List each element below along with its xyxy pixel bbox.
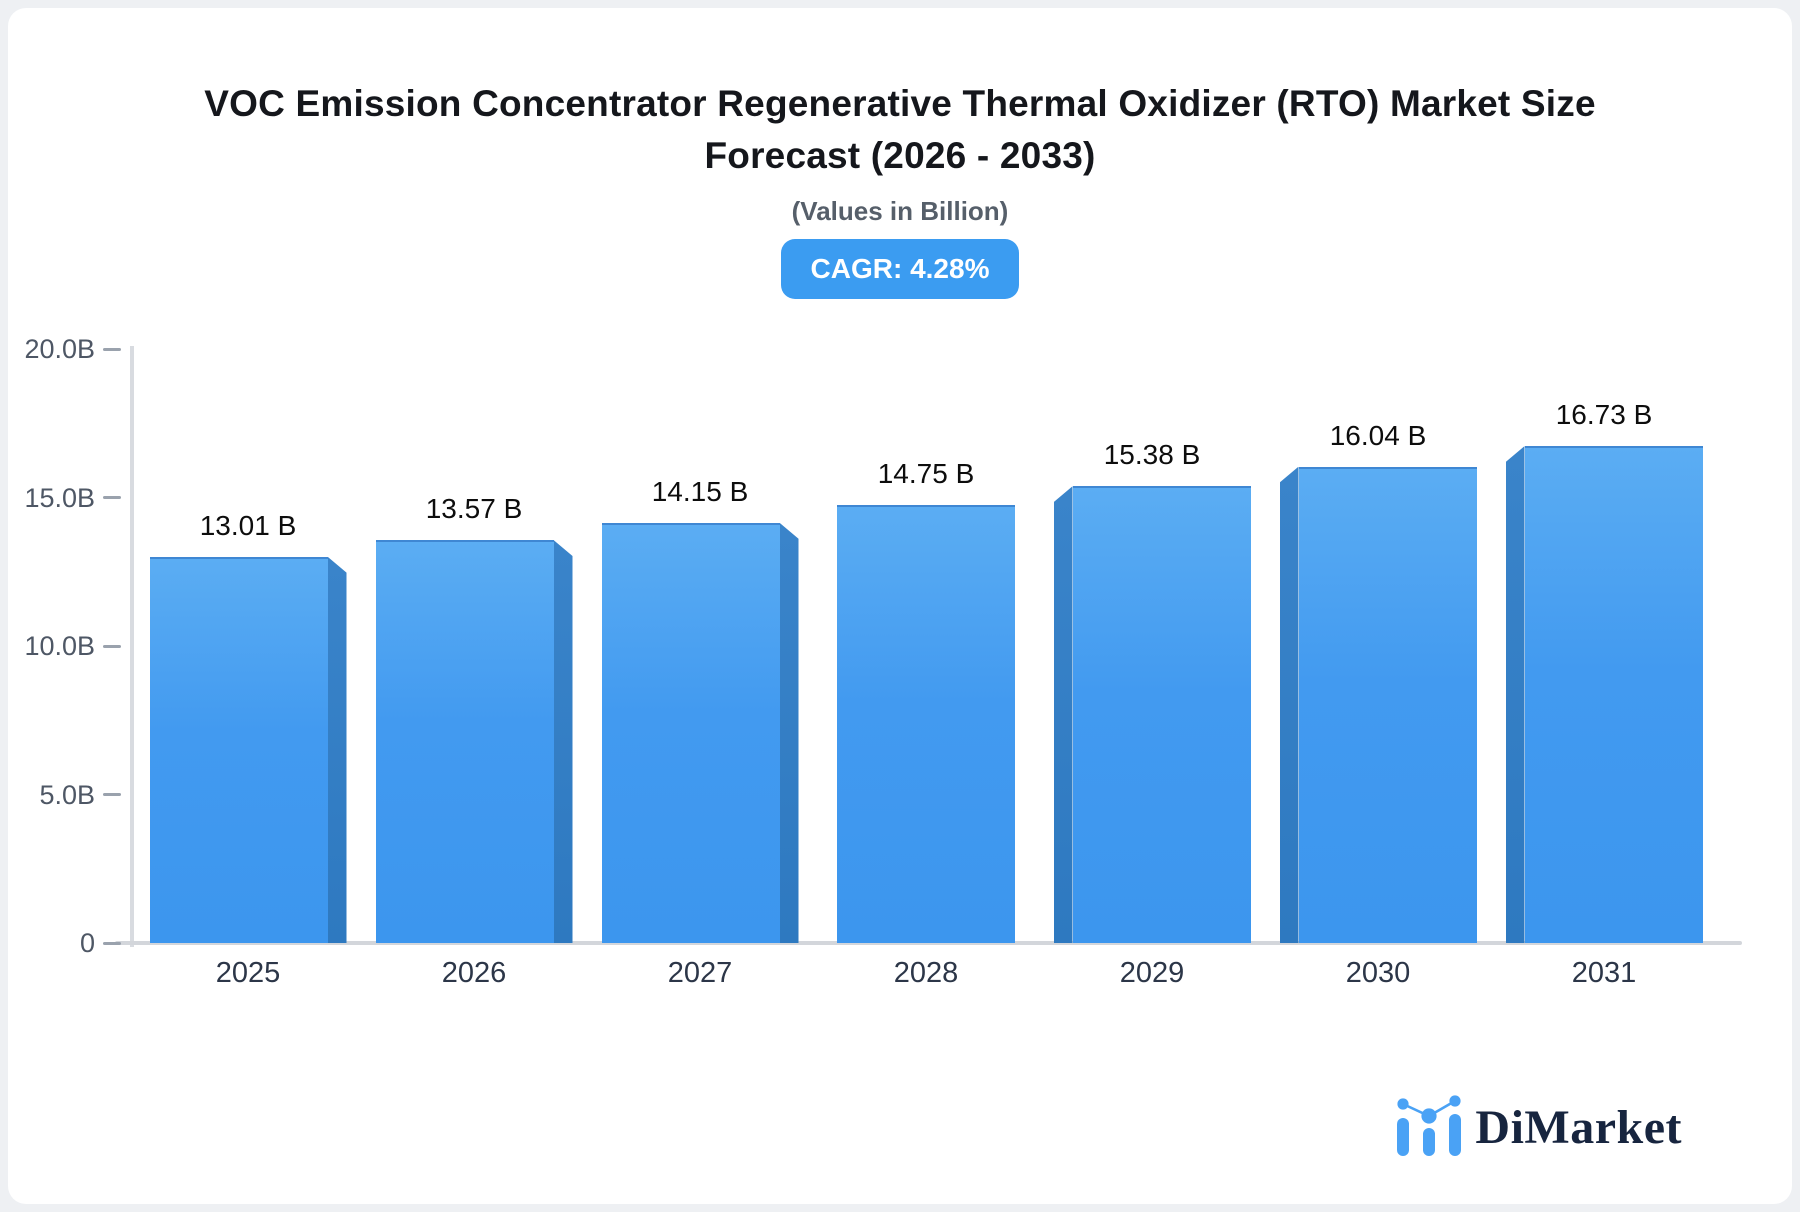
y-axis-line	[130, 346, 134, 947]
y-tick-label: 0	[79, 928, 95, 958]
x-axis-label: 2027	[667, 957, 733, 989]
chart-subtitle: (Values in Billion)	[791, 196, 1009, 226]
x-axis-label: 2031	[1571, 957, 1637, 989]
bar-side-face	[553, 539, 573, 943]
x-axis-label: 2029	[1119, 957, 1185, 989]
bar-chart-icon	[1396, 1093, 1462, 1162]
brand-logo: DiMarket	[1396, 1093, 1682, 1162]
cagr-badge: CAGR: 4.28%	[780, 239, 1020, 299]
bar[interactable]	[375, 539, 554, 943]
y-tick-label: 5.0B	[39, 779, 95, 810]
y-tick	[103, 496, 121, 499]
bar-value-label: 16.04 B	[1329, 419, 1427, 451]
x-axis-label: 2025	[215, 957, 281, 989]
brand-name: DiMarket	[1475, 1101, 1682, 1154]
bar-value-label: 14.75 B	[877, 457, 975, 489]
bar-value-label: 13.01 B	[199, 509, 297, 541]
bar-value-label: 15.38 B	[1103, 439, 1201, 471]
x-axis-line	[115, 941, 1742, 945]
bar-side-face	[1505, 446, 1525, 943]
y-tick	[103, 941, 121, 945]
y-tick-label: 15.0B	[24, 482, 95, 513]
chart-title: VOC Emission Concentrator Regenerative T…	[204, 83, 1596, 176]
bar-side-face	[1279, 466, 1299, 943]
y-tick-label: 10.0B	[24, 631, 95, 661]
bar[interactable]	[1298, 466, 1477, 943]
bar-side-face	[327, 556, 347, 943]
x-axis-label: 2026	[441, 957, 507, 989]
y-tick	[103, 644, 121, 648]
bar[interactable]	[149, 556, 328, 943]
chart-header: VOC Emission Concentrator Regenerative T…	[0, 78, 1800, 299]
bar-value-label: 13.57 B	[425, 492, 523, 524]
x-axis-label: 2030	[1345, 957, 1411, 989]
y-tick-label: 20.0B	[24, 334, 95, 364]
y-tick	[103, 347, 121, 351]
y-tick	[103, 793, 121, 796]
bar-side-face	[1053, 486, 1073, 943]
bar-side-face	[779, 522, 799, 943]
bar[interactable]	[1072, 486, 1251, 943]
bar[interactable]	[837, 504, 1015, 943]
bar-value-label: 14.15 B	[651, 475, 749, 507]
bar[interactable]	[1524, 446, 1703, 943]
x-axis-label: 2028	[893, 957, 959, 989]
bar[interactable]	[601, 522, 780, 943]
bar-value-label: 16.73 B	[1555, 399, 1653, 431]
